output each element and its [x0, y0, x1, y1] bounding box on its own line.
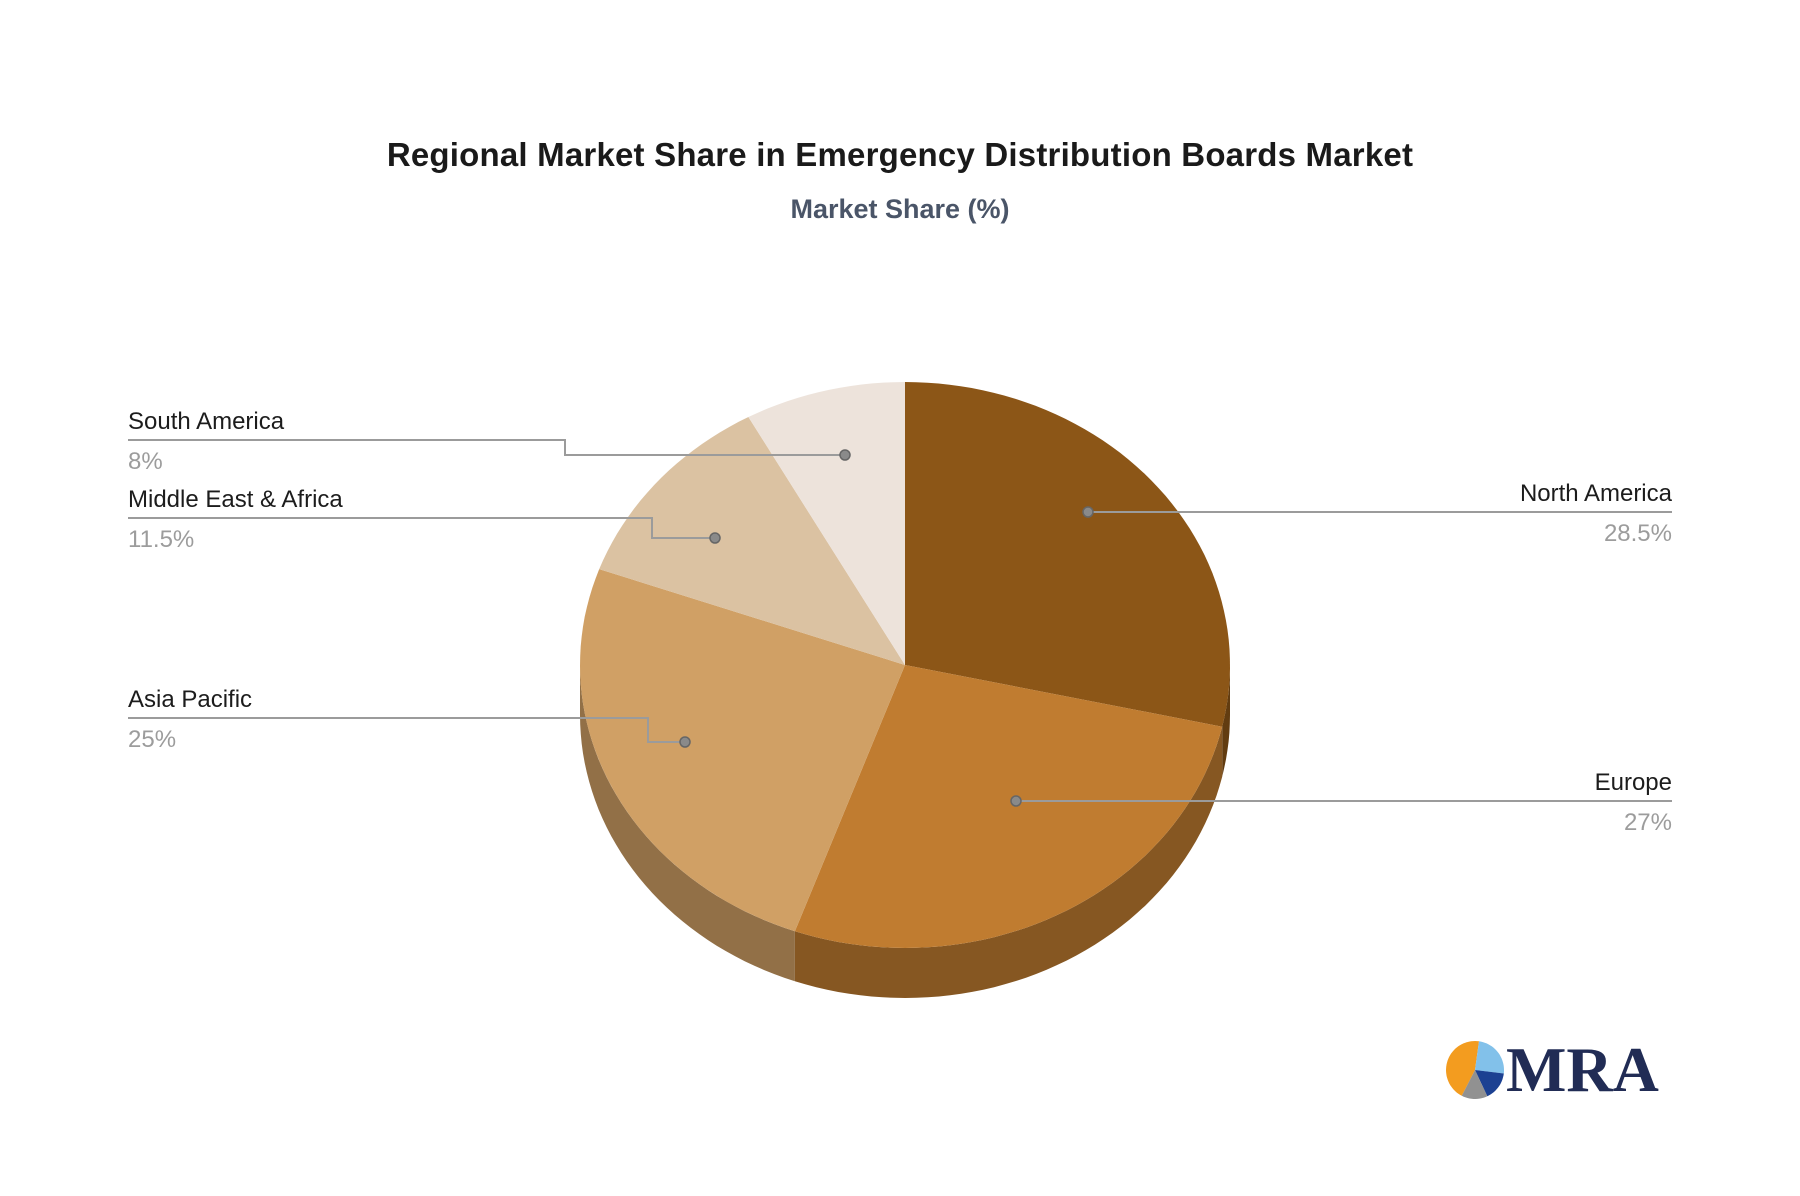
leader-dot-north-america	[1082, 506, 1094, 518]
pie-side-north-america	[1222, 665, 1230, 777]
pie-label-asia-pacific: Asia Pacific	[128, 686, 253, 713]
pie-side-europe	[794, 726, 1223, 998]
pie-label-north-america: North America	[1519, 480, 1672, 507]
pie-label-south-america: South America	[128, 408, 285, 435]
mra-logo: MRA	[1446, 1038, 1659, 1102]
leader-dot-south-america	[839, 449, 851, 461]
pie-label-europe: Europe	[1594, 769, 1672, 796]
chart-title: Regional Market Share in Emergency Distr…	[386, 136, 1414, 173]
pie-slice-north-america	[905, 382, 1230, 727]
pie-slice-europe	[794, 665, 1223, 948]
logo-slice-orange	[1446, 1041, 1479, 1096]
logo-slice-gray	[1461, 1070, 1488, 1099]
leader-dot-middle-east-africa	[709, 532, 721, 544]
pie-value-south-america: 8%	[128, 448, 163, 475]
pie-side-asia-pacific	[580, 665, 795, 982]
leader-dot-europe	[1010, 795, 1022, 807]
pie-slice-asia-pacific	[580, 569, 905, 932]
mra-logo-pie-icon	[1446, 1041, 1504, 1099]
mra-logo-text: MRA	[1506, 1034, 1659, 1105]
chart-subtitle: Market Share (%)	[790, 194, 1010, 224]
logo-slice-lightblue	[1475, 1041, 1504, 1074]
pie-label-middle-east-africa: Middle East & Africa	[128, 486, 343, 513]
pie-slice-middle-east-africa	[599, 417, 905, 665]
pie-value-north-america: 28.5%	[1603, 520, 1672, 547]
leader-line-south-america	[128, 439, 845, 456]
pie-slice-south-america	[748, 382, 905, 665]
leader-line-middle-east-africa	[128, 517, 715, 539]
leader-dot-asia-pacific	[679, 736, 691, 748]
pie-value-asia-pacific: 25%	[128, 726, 177, 753]
pie-value-europe: 27%	[1623, 809, 1672, 836]
logo-slice-navy	[1475, 1070, 1504, 1097]
pie-value-middle-east-africa: 11.5%	[128, 526, 195, 553]
leader-line-asia-pacific	[128, 717, 685, 743]
